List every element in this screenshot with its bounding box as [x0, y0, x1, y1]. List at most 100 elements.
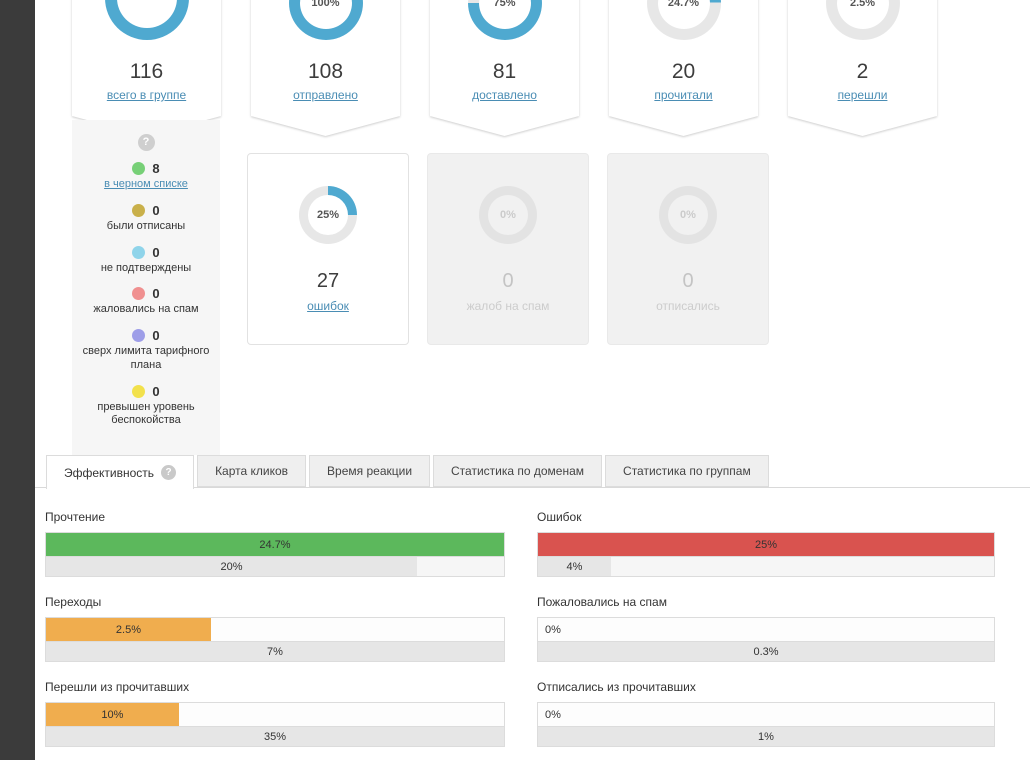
stat-value-read: 20 — [671, 60, 696, 83]
anxiety-dot-icon — [132, 384, 146, 398]
legend-value: 0 — [152, 383, 160, 399]
donut-chart-sent-icon: 100% — [288, 0, 363, 40]
donut-percent: 24.7% — [667, 0, 700, 9]
bar-track-avg: 0.3% — [537, 642, 995, 662]
legend-item-over-limit: 0 сверх лимита тарифного плана — [78, 328, 214, 373]
bar-value-avg: 0.3% — [753, 645, 779, 658]
bar-fill-avg — [538, 727, 994, 746]
stat-card-total: 116 всего в группе — [72, 0, 221, 136]
tab-domain-stats[interactable]: Статистика по доменам — [433, 455, 603, 487]
legend-label: сверх лимита тарифного плана — [82, 345, 210, 371]
card-spam-complaints: 0% 0 жалоб на спам — [427, 153, 589, 345]
legend-label: не подтверждены — [100, 261, 192, 274]
stat-card-read: 24.7% 20 прочитали — [609, 0, 758, 136]
tab-bar: Эффективность ? Карта кликов Время реакц… — [46, 455, 769, 489]
stat-value-errors: 27 — [316, 270, 340, 292]
bar-track-avg: 20% — [45, 557, 505, 577]
donut-chart-spam-icon: 0% — [479, 186, 537, 244]
tab-group-stats[interactable]: Статистика по группам — [605, 455, 769, 487]
effectiveness-bars: Прочтение 24.7% 20% Ошибок 25% — [45, 510, 995, 747]
stat-link-clicked[interactable]: перешли — [837, 88, 888, 102]
secondary-cards-row: 25% 27 ошибок 0% 0 жалоб на спам 0% 0 от… — [247, 153, 769, 345]
bar-title: Перешли из прочитавших — [45, 680, 190, 694]
donut-percent: 25% — [316, 209, 340, 221]
bar-title: Отписались из прочитавших — [537, 680, 696, 694]
stat-link-delivered[interactable]: доставлено — [472, 88, 537, 102]
bar-fill-avg — [538, 642, 994, 661]
tab-reaction-time[interactable]: Время реакции — [309, 455, 431, 487]
donut-percent: 0% — [500, 209, 516, 221]
tab-label: Эффективность — [64, 465, 155, 480]
help-icon[interactable]: ? — [161, 465, 177, 480]
bar-value: 24.7% — [259, 538, 291, 551]
spam-dot-icon — [132, 287, 146, 301]
donut-chart-read-icon: 24.7% — [646, 0, 721, 40]
main-content: 116 всего в группе 100% 108 отправлено 7… — [35, 0, 1030, 760]
stat-card-sent: 100% 108 отправлено — [251, 0, 400, 136]
stat-value-sent: 108 — [307, 60, 344, 83]
bar-title: Ошибок — [537, 510, 582, 524]
bar-fill-avg — [46, 727, 504, 746]
card-errors: 25% 27 ошибок — [247, 153, 409, 345]
bar-track: 2.5% — [45, 617, 505, 642]
card-unsubscribed: 0% 0 отписались — [607, 153, 769, 345]
tab-effectiveness[interactable]: Эффективность ? — [46, 455, 195, 489]
tabs-divider — [35, 487, 1030, 488]
tab-label: Время реакции — [327, 464, 413, 478]
legend-value: 0 — [152, 202, 160, 218]
bar-value: 10% — [101, 708, 124, 721]
summary-cards-row: 116 всего в группе 100% 108 отправлено 7… — [72, 0, 937, 136]
legend-item-unconfirmed: 0 не подтверждены — [78, 245, 214, 276]
donut-chart-errors-icon: 25% — [299, 186, 357, 244]
legend-label: были отписаны — [106, 219, 186, 232]
legend-label: жаловались на спам — [93, 303, 199, 316]
bar-fill-avg — [46, 557, 417, 576]
bar-fill — [46, 703, 179, 726]
bar-group-unsubscribed-from-read: Отписались из прочитавших 0% 1% — [537, 680, 995, 747]
bar-track: 0% — [537, 702, 995, 727]
bar-fill — [46, 618, 211, 641]
donut-percent: 2.5% — [849, 0, 876, 9]
bar-group-clicked-from-read: Перешли из прочитавших 10% 35% — [45, 680, 505, 747]
legend-value: 0 — [152, 286, 160, 302]
errors-link[interactable]: ошибок — [307, 299, 349, 313]
blacklist-link[interactable]: в черном списке — [104, 178, 188, 190]
bar-value-avg: 4% — [566, 560, 583, 573]
bar-track-avg: 7% — [45, 642, 505, 662]
donut-percent: 0% — [680, 209, 696, 221]
legend-value: 8 — [152, 161, 160, 176]
stat-link-sent[interactable]: отправлено — [293, 88, 358, 102]
bar-fill-avg — [46, 642, 504, 661]
tab-label: Карта кликов — [215, 464, 289, 478]
donut-percent: 100% — [311, 0, 340, 9]
bar-track-avg: 1% — [537, 727, 995, 747]
bar-fill — [538, 533, 994, 556]
legend-value: 0 — [152, 244, 160, 260]
tab-label: Статистика по доменам — [451, 464, 585, 478]
stat-card-delivered: 75% 81 доставлено — [430, 0, 579, 136]
bar-value: 0% — [545, 623, 561, 636]
bar-fill-avg — [538, 557, 611, 576]
left-sidebar-strip — [0, 0, 35, 760]
bar-title: Переходы — [45, 595, 102, 609]
bar-track: 24.7% — [45, 532, 505, 557]
stat-value-clicked: 2 — [856, 60, 869, 83]
stat-link-read[interactable]: прочитали — [654, 88, 713, 102]
stat-link-total[interactable]: всего в группе — [106, 88, 187, 102]
tab-click-map[interactable]: Карта кликов — [197, 455, 307, 487]
bar-value-avg: 7% — [267, 645, 283, 658]
legend-item-spam-complaints: 0 жаловались на спам — [78, 286, 214, 317]
unconfirmed-dot-icon — [132, 245, 146, 259]
tab-label: Статистика по группам — [623, 464, 751, 478]
bar-group-spam-complaints: Пожаловались на спам 0% 0.3% — [537, 595, 995, 662]
bar-value-avg: 1% — [758, 730, 774, 743]
donut-chart-unsubscribed-icon: 0% — [659, 186, 717, 244]
legend-label: превышен уровень беспокойства — [97, 400, 195, 427]
stat-value-delivered: 81 — [492, 60, 517, 83]
group-breakdown-panel: ? 8 в черном списке 0 были отписаны 0 не… — [72, 120, 220, 455]
bar-group-errors: Ошибок 25% 4% — [537, 510, 995, 577]
help-icon[interactable]: ? — [137, 134, 155, 151]
stat-value-spam: 0 — [502, 270, 514, 292]
bar-fill — [46, 533, 504, 556]
legend-item-unsubscribed: 0 были отписаны — [78, 203, 214, 234]
